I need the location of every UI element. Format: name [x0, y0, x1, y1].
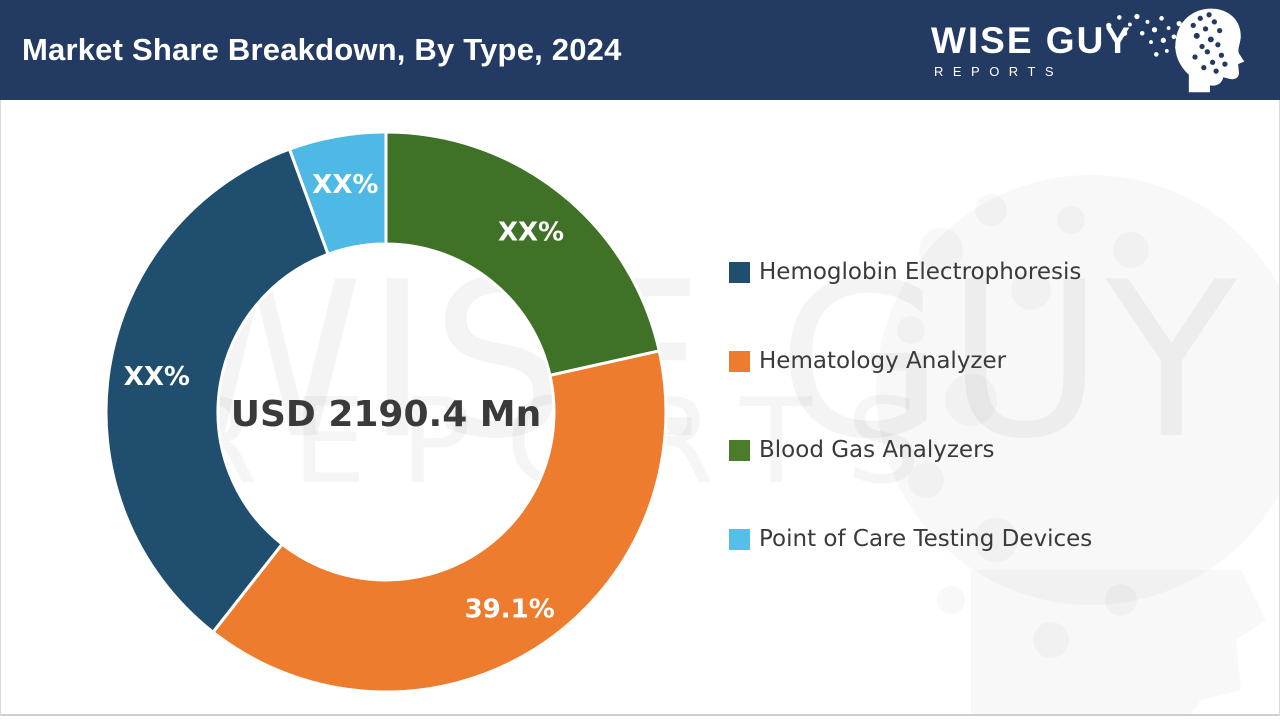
chart-legend: Hemoglobin Electrophoresis Hematology An… [729, 259, 1093, 616]
legend-item-hematology-analyzer: Hematology Analyzer [729, 348, 1092, 374]
slice-data-label: 39.1% [465, 595, 555, 625]
legend-item-blood-gas-analyzers: Blood Gas Analyzers [729, 437, 1092, 463]
legend-label: Blood Gas Analyzers [759, 437, 995, 463]
donut-slice-point-of-care-testing-devices [288, 130, 388, 256]
legend-swatch [729, 350, 750, 372]
page-title: Market Share Breakdown, By Type, 2024 [22, 32, 622, 67]
donut-slice-blood-gas-analyzers [384, 130, 661, 377]
donut-slice-hemoglobin-electrophoresis [104, 147, 330, 634]
legend-label: Hemoglobin Electrophoresis [759, 259, 1082, 285]
slice-data-label: XX% [312, 170, 378, 200]
wise-guy-reports-logo: WISE GUY REPORTS [931, 6, 1266, 94]
logo-head-icon [1106, 8, 1245, 93]
legend-item-point-of-care-testing-devices: Point of Care Testing Devices [729, 526, 1093, 552]
header-bar: Market Share Breakdown, By Type, 2024 WI… [0, 0, 1280, 100]
donut-center-value: USD 2190.4 Mn [230, 394, 542, 435]
donut-chart: XX% 39.1% XX% XX% [104, 130, 668, 694]
legend-swatch [729, 261, 750, 283]
legend-label: Point of Care Testing Devices [759, 526, 1093, 552]
legend-item-hemoglobin-electrophoresis: Hemoglobin Electrophoresis [729, 259, 1092, 285]
legend-swatch [729, 528, 750, 550]
donut-slice-hematology-analyzer [211, 349, 668, 694]
slice-data-label: XX% [124, 362, 190, 392]
chart-area: WISE GUY REPORTS XX%39.1%XX%XX% USD 2190… [0, 100, 1280, 716]
legend-label: Hematology Analyzer [759, 348, 1007, 374]
logo-wordmark: WISE GUY REPORTS [931, 22, 1132, 79]
slice-data-label: XX% [498, 217, 564, 247]
logo-line1: WISE GUY [930, 19, 1132, 61]
legend-swatch [729, 439, 750, 461]
logo-line2: REPORTS [933, 63, 1064, 79]
